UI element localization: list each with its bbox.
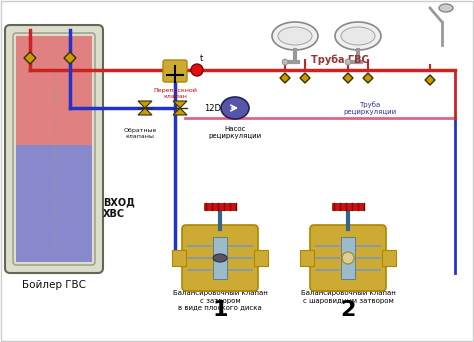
FancyBboxPatch shape (310, 225, 386, 291)
FancyBboxPatch shape (163, 60, 187, 82)
Text: Балансировочный клапан
с затвором
в виде плоского диска: Балансировочный клапан с затвором в виде… (173, 290, 267, 311)
Bar (16, 36, 92, 145)
Ellipse shape (335, 22, 381, 50)
Polygon shape (24, 52, 36, 64)
Text: Труба
рециркуляции: Труба рециркуляции (344, 101, 397, 115)
Text: Бойлер ГВС: Бойлер ГВС (22, 280, 86, 290)
Ellipse shape (272, 22, 318, 50)
Bar (341, 237, 355, 279)
Bar (382, 250, 396, 266)
Polygon shape (363, 73, 373, 83)
Text: ВХОД
ХВС: ВХОД ХВС (103, 197, 135, 219)
Bar (213, 237, 227, 279)
Text: Обратные
клапаны: Обратные клапаны (123, 128, 157, 139)
FancyBboxPatch shape (5, 25, 103, 273)
Polygon shape (343, 73, 353, 83)
Text: Насос
рециркуляции: Насос рециркуляции (209, 126, 262, 139)
Circle shape (342, 252, 354, 264)
Polygon shape (138, 101, 152, 108)
Polygon shape (138, 108, 152, 115)
Bar (254, 250, 268, 266)
Text: 1: 1 (212, 300, 228, 320)
Text: Труба ГВС: Труба ГВС (311, 54, 369, 65)
Polygon shape (64, 52, 76, 64)
Bar (172, 250, 186, 266)
Polygon shape (173, 101, 187, 108)
Circle shape (282, 59, 288, 65)
Text: 12D: 12D (204, 104, 221, 113)
Circle shape (345, 59, 351, 65)
Text: 2: 2 (340, 300, 356, 320)
Bar (300, 250, 314, 266)
Circle shape (191, 64, 203, 76)
Ellipse shape (341, 27, 375, 45)
Polygon shape (173, 108, 187, 115)
Ellipse shape (221, 97, 249, 119)
Text: t: t (200, 54, 203, 63)
Bar (332, 203, 364, 210)
Bar (204, 203, 236, 210)
Polygon shape (280, 73, 290, 83)
Ellipse shape (278, 27, 312, 45)
Ellipse shape (213, 254, 227, 262)
Ellipse shape (439, 4, 453, 12)
Text: Перепускной
клапан: Перепускной клапан (153, 88, 197, 99)
FancyBboxPatch shape (182, 225, 258, 291)
Text: Балансировочный клапан
с шаровидным затвором: Балансировочный клапан с шаровидным затв… (301, 290, 395, 303)
Polygon shape (300, 73, 310, 83)
Bar (16, 145, 92, 262)
Polygon shape (425, 75, 435, 85)
